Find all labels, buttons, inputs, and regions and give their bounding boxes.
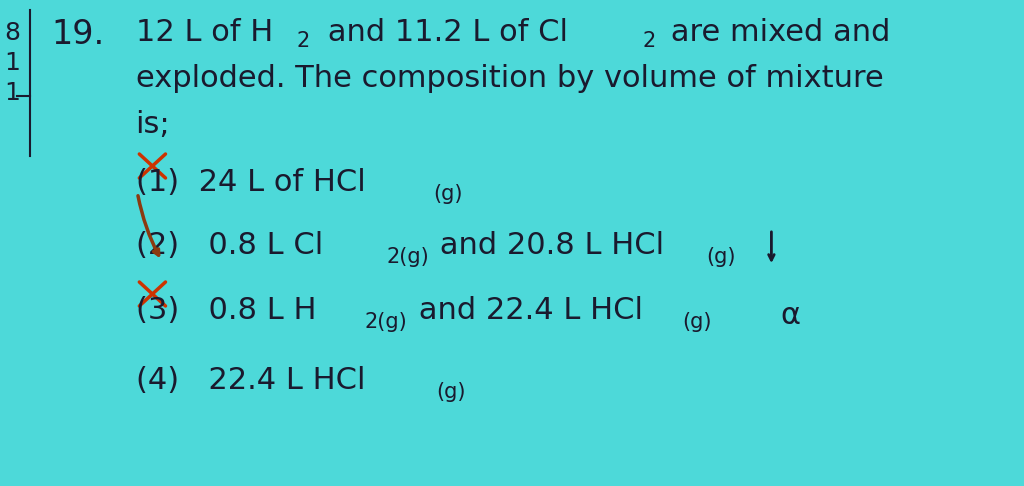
Text: exploded. The composition by volume of mixture: exploded. The composition by volume of m… <box>135 64 884 93</box>
Text: 1: 1 <box>5 51 20 75</box>
Text: 2: 2 <box>296 31 309 51</box>
Text: (3)   0.8 L H: (3) 0.8 L H <box>135 296 316 325</box>
Text: and 22.4 L HCl: and 22.4 L HCl <box>409 296 643 325</box>
Text: 2(g): 2(g) <box>365 312 408 332</box>
Text: is;: is; <box>135 110 170 139</box>
Text: (g): (g) <box>706 247 735 267</box>
Text: 1: 1 <box>5 81 20 105</box>
Text: 19.: 19. <box>51 18 104 51</box>
Text: are mixed and: are mixed and <box>662 18 891 47</box>
Text: 2: 2 <box>642 31 655 51</box>
Text: (4)   22.4 L HCl: (4) 22.4 L HCl <box>135 366 366 395</box>
Text: (g): (g) <box>433 184 463 204</box>
Text: and 11.2 L of Cl: and 11.2 L of Cl <box>317 18 568 47</box>
Text: 12 L of H: 12 L of H <box>135 18 272 47</box>
Text: α: α <box>780 301 801 330</box>
Text: 8: 8 <box>5 21 20 45</box>
Text: (2)   0.8 L Cl: (2) 0.8 L Cl <box>135 231 323 260</box>
Text: (g): (g) <box>683 312 712 332</box>
Text: (g): (g) <box>436 382 466 402</box>
Text: 2(g): 2(g) <box>386 247 429 267</box>
Text: and 20.8 L HCl: and 20.8 L HCl <box>430 231 665 260</box>
Text: (1)  24 L of HCl: (1) 24 L of HCl <box>135 168 366 197</box>
